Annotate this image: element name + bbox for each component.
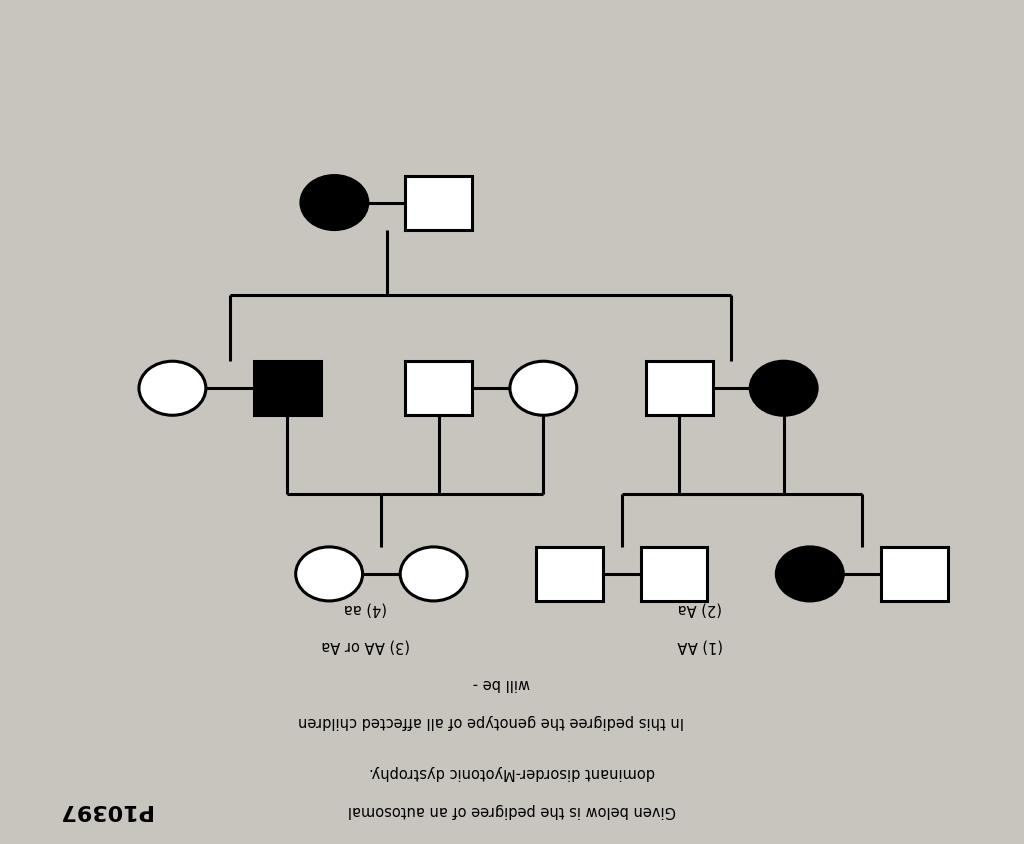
Text: Given below is the pedigree of an autosomal: Given below is the pedigree of an autoso… (348, 803, 676, 818)
Circle shape (139, 361, 206, 415)
Bar (406, 361, 472, 415)
Text: (4) aa: (4) aa (344, 602, 387, 617)
Bar (881, 547, 948, 601)
Text: In this pedigree the genotype of all affected children: In this pedigree the genotype of all aff… (298, 714, 684, 729)
Bar (646, 361, 713, 415)
Text: (1) AA: (1) AA (677, 638, 723, 653)
Bar (406, 176, 472, 230)
Circle shape (776, 547, 843, 601)
Bar (641, 547, 708, 601)
Circle shape (751, 361, 817, 415)
Circle shape (301, 176, 368, 230)
Text: P10397: P10397 (57, 800, 152, 820)
Bar (254, 361, 321, 415)
Bar (536, 547, 603, 601)
Text: will be -: will be - (473, 676, 530, 691)
Text: dominant disorder-Myotonic dystrophy.: dominant disorder-Myotonic dystrophy. (369, 765, 655, 780)
Text: (3) AA or Aa: (3) AA or Aa (322, 638, 410, 653)
Text: (2) Aa: (2) Aa (678, 602, 722, 617)
Circle shape (296, 547, 362, 601)
Circle shape (510, 361, 577, 415)
Circle shape (400, 547, 467, 601)
